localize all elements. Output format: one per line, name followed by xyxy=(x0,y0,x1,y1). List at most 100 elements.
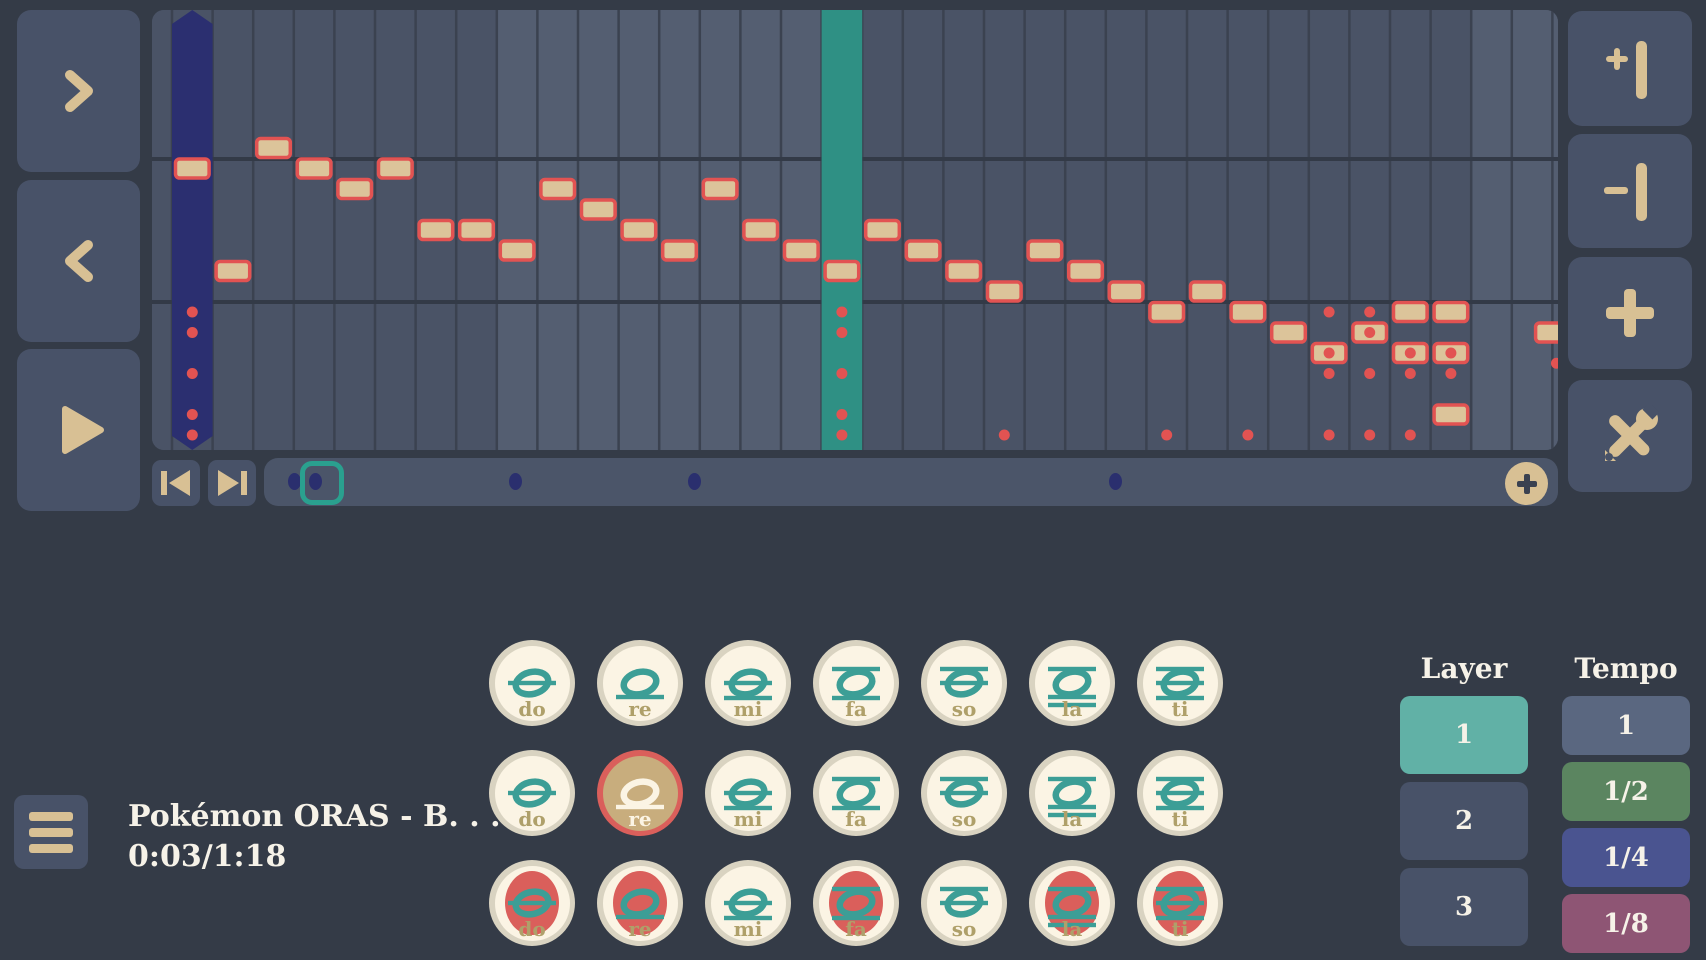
grid-dot xyxy=(836,409,848,420)
note-button-label: do xyxy=(518,916,546,941)
grid-note xyxy=(660,239,699,262)
note-button-label: re xyxy=(628,806,652,831)
grid-column-line xyxy=(860,10,864,450)
grid-column-line xyxy=(1104,10,1108,450)
note-button-octave-low-mi[interactable]: mi xyxy=(705,860,791,946)
note-button-octave-low-re[interactable]: re xyxy=(597,860,683,946)
skip-start-icon xyxy=(161,470,190,496)
note-button-octave-low-fa[interactable]: fa xyxy=(813,860,899,946)
tempo-option-1[interactable]: 1 xyxy=(1562,696,1690,755)
grid-dot xyxy=(1445,368,1457,379)
note-button-octave-low-ti[interactable]: ti xyxy=(1137,860,1223,946)
minus-bar-icon xyxy=(1604,163,1647,221)
grid-note xyxy=(295,157,333,180)
grid-dot xyxy=(1323,306,1335,318)
grid-note xyxy=(214,259,252,283)
whole-note-icon xyxy=(1048,776,1096,818)
whole-note-icon xyxy=(940,776,988,808)
grid-note xyxy=(376,157,414,180)
grid-note xyxy=(254,136,293,160)
settings-button[interactable] xyxy=(1568,380,1692,492)
note-button-octave-mid-la[interactable]: la xyxy=(1029,750,1115,836)
whole-note-icon xyxy=(724,888,772,921)
grid-dot xyxy=(1364,429,1376,441)
note-button-octave-high-la[interactable]: la xyxy=(1029,640,1115,726)
layer-option-2[interactable]: 2 xyxy=(1400,782,1528,860)
whole-note-icon xyxy=(1153,871,1207,935)
whole-note-icon xyxy=(508,778,556,808)
note-button-label: fa xyxy=(845,916,867,941)
note-button-octave-high-re[interactable]: re xyxy=(597,640,683,726)
grid-note xyxy=(1148,300,1186,324)
chevron-right-icon xyxy=(64,70,93,112)
grid-dot xyxy=(186,429,198,441)
remove-column-button[interactable] xyxy=(1568,134,1692,248)
note-button-octave-low-do[interactable]: do xyxy=(489,860,575,946)
play-icon xyxy=(61,406,104,454)
note-button-octave-low-so[interactable]: so xyxy=(921,860,1007,946)
grid-note xyxy=(863,218,902,242)
plus-icon xyxy=(1516,473,1537,494)
grid-column-line xyxy=(373,10,377,450)
note-button-octave-high-fa[interactable]: fa xyxy=(813,640,899,726)
skip-to-next-button[interactable] xyxy=(208,460,256,506)
grid-dot xyxy=(186,306,198,318)
timeline-marker-dot xyxy=(309,473,322,490)
zoom-in-button[interactable] xyxy=(1568,257,1692,369)
note-button-label: do xyxy=(518,806,546,831)
timeline-add-button[interactable] xyxy=(1505,462,1548,505)
grid-note xyxy=(457,218,496,242)
step-back-button[interactable] xyxy=(17,180,140,342)
step-forward-button[interactable] xyxy=(17,10,140,172)
grid-note xyxy=(1107,280,1145,303)
note-button-octave-mid-do[interactable]: do xyxy=(489,750,575,836)
add-column-button[interactable] xyxy=(1568,11,1692,126)
grid-column-line xyxy=(1348,10,1351,450)
whole-note-icon xyxy=(724,778,772,811)
grid-column-line xyxy=(617,10,620,450)
note-button-octave-high-so[interactable]: so xyxy=(921,640,1007,726)
sequencer-grid[interactable] xyxy=(152,10,1558,450)
note-button-label: re xyxy=(628,696,652,721)
note-button-octave-mid-ti[interactable]: ti xyxy=(1137,750,1223,836)
grid-dot xyxy=(1364,306,1376,318)
grid-column-line xyxy=(1307,10,1311,450)
whole-note-icon xyxy=(505,871,559,935)
note-button-octave-mid-fa[interactable]: fa xyxy=(813,750,899,836)
timeline-view-rectangle[interactable] xyxy=(300,461,344,505)
layer-option-1[interactable]: 1 xyxy=(1400,696,1528,774)
grid-note xyxy=(1432,403,1470,426)
timeline-marker-dot xyxy=(288,473,301,490)
note-button-octave-high-mi[interactable]: mi xyxy=(705,640,791,726)
grid-column-line xyxy=(942,10,945,450)
note-button-octave-mid-re[interactable]: re xyxy=(597,750,683,836)
selected-column-marker[interactable] xyxy=(172,10,213,450)
note-button-octave-mid-so[interactable]: so xyxy=(921,750,1007,836)
note-button-octave-high-ti[interactable]: ti xyxy=(1137,640,1223,726)
tempo-option-1-4[interactable]: 1/4 xyxy=(1562,828,1690,887)
note-button-octave-low-la[interactable]: la xyxy=(1029,860,1115,946)
song-time: 0:03/1:18 xyxy=(128,839,287,874)
whole-note-icon xyxy=(1048,666,1096,708)
play-button[interactable] xyxy=(17,349,140,511)
grid-column-line xyxy=(779,10,783,450)
menu-button[interactable] xyxy=(14,795,88,869)
note-button-label: la xyxy=(1061,806,1083,831)
note-button-label: re xyxy=(628,916,652,941)
grid-column-line xyxy=(1551,10,1554,450)
layer-option-3[interactable]: 3 xyxy=(1400,868,1528,946)
timeline-scrollbar[interactable] xyxy=(264,458,1558,506)
note-button-octave-mid-mi[interactable]: mi xyxy=(705,750,791,836)
skip-to-start-button[interactable] xyxy=(152,460,200,506)
tempo-option-1-8[interactable]: 1/8 xyxy=(1562,894,1690,953)
note-button-label: do xyxy=(518,696,546,721)
grid-note xyxy=(985,280,1023,303)
note-button-label: so xyxy=(951,916,977,941)
note-button-octave-high-do[interactable]: do xyxy=(489,640,575,726)
grid-column-line xyxy=(1266,10,1270,450)
grid-dot xyxy=(836,327,848,338)
whole-note-icon xyxy=(1045,871,1099,935)
tempo-option-1-2[interactable]: 1/2 xyxy=(1562,762,1690,821)
grid-note xyxy=(904,239,942,262)
grid-column-line xyxy=(1429,10,1432,450)
